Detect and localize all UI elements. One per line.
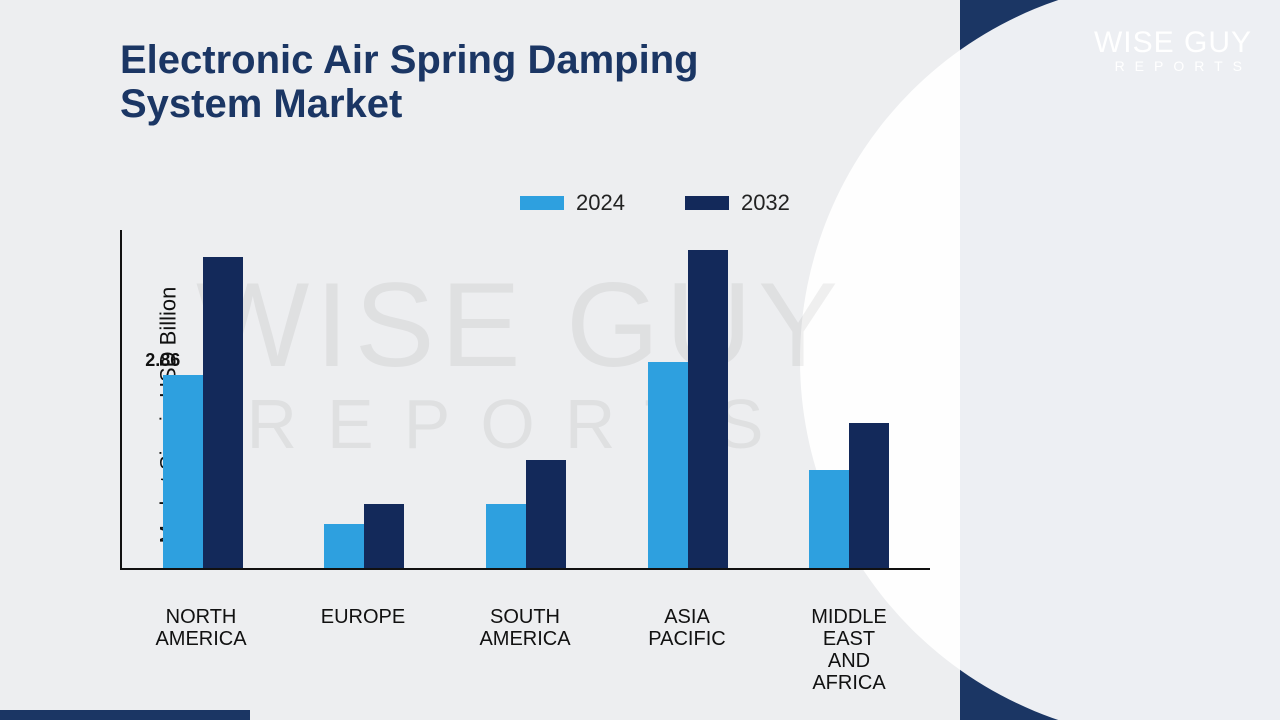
bar-group [607,230,769,568]
chart-title: Electronic Air Spring Damping System Mar… [120,38,760,126]
bar [203,257,243,568]
x-axis-label: MIDDLEEASTANDAFRICA [768,600,930,700]
x-axis-label: ASIAPACIFIC [606,600,768,700]
bar [364,504,404,568]
report-chart-card: WISE GUY REPORTS Electronic Air Spring D… [0,0,1280,720]
x-axis-label: EUROPE [282,600,444,700]
x-axis-labels: NORTHAMERICAEUROPESOUTHAMERICAASIAPACIFI… [120,600,930,700]
bar-group: 2.86 [122,230,284,568]
bar-value-label: 2.86 [145,350,180,371]
legend-item-2032: 2032 [685,190,790,216]
bar [163,375,203,568]
bar [486,504,526,568]
bottom-accent-bar [0,710,250,720]
legend-swatch-2024 [520,196,564,210]
brand-line1: WISE GUY [1094,26,1252,60]
legend-label-2032: 2032 [741,190,790,216]
bar [324,524,364,568]
plot-region: 2.86 [120,230,930,570]
bar [809,470,849,568]
brand-line2: REPORTS [1094,58,1252,74]
legend-swatch-2032 [685,196,729,210]
legend-label-2024: 2024 [576,190,625,216]
x-axis-label: NORTHAMERICA [120,600,282,700]
bar [526,460,566,568]
chart-legend: 2024 2032 [520,190,790,216]
bar-group [768,230,930,568]
legend-item-2024: 2024 [520,190,625,216]
brand-logo: WISE GUY REPORTS [1094,26,1252,74]
chart-area: Market Size in USD Billion 2.86 NORTHAME… [100,230,930,600]
bar [849,423,889,568]
bar [648,362,688,568]
bar-groups: 2.86 [122,230,930,568]
bar-group [284,230,446,568]
bar-group [445,230,607,568]
x-axis-label: SOUTHAMERICA [444,600,606,700]
bar [688,250,728,568]
